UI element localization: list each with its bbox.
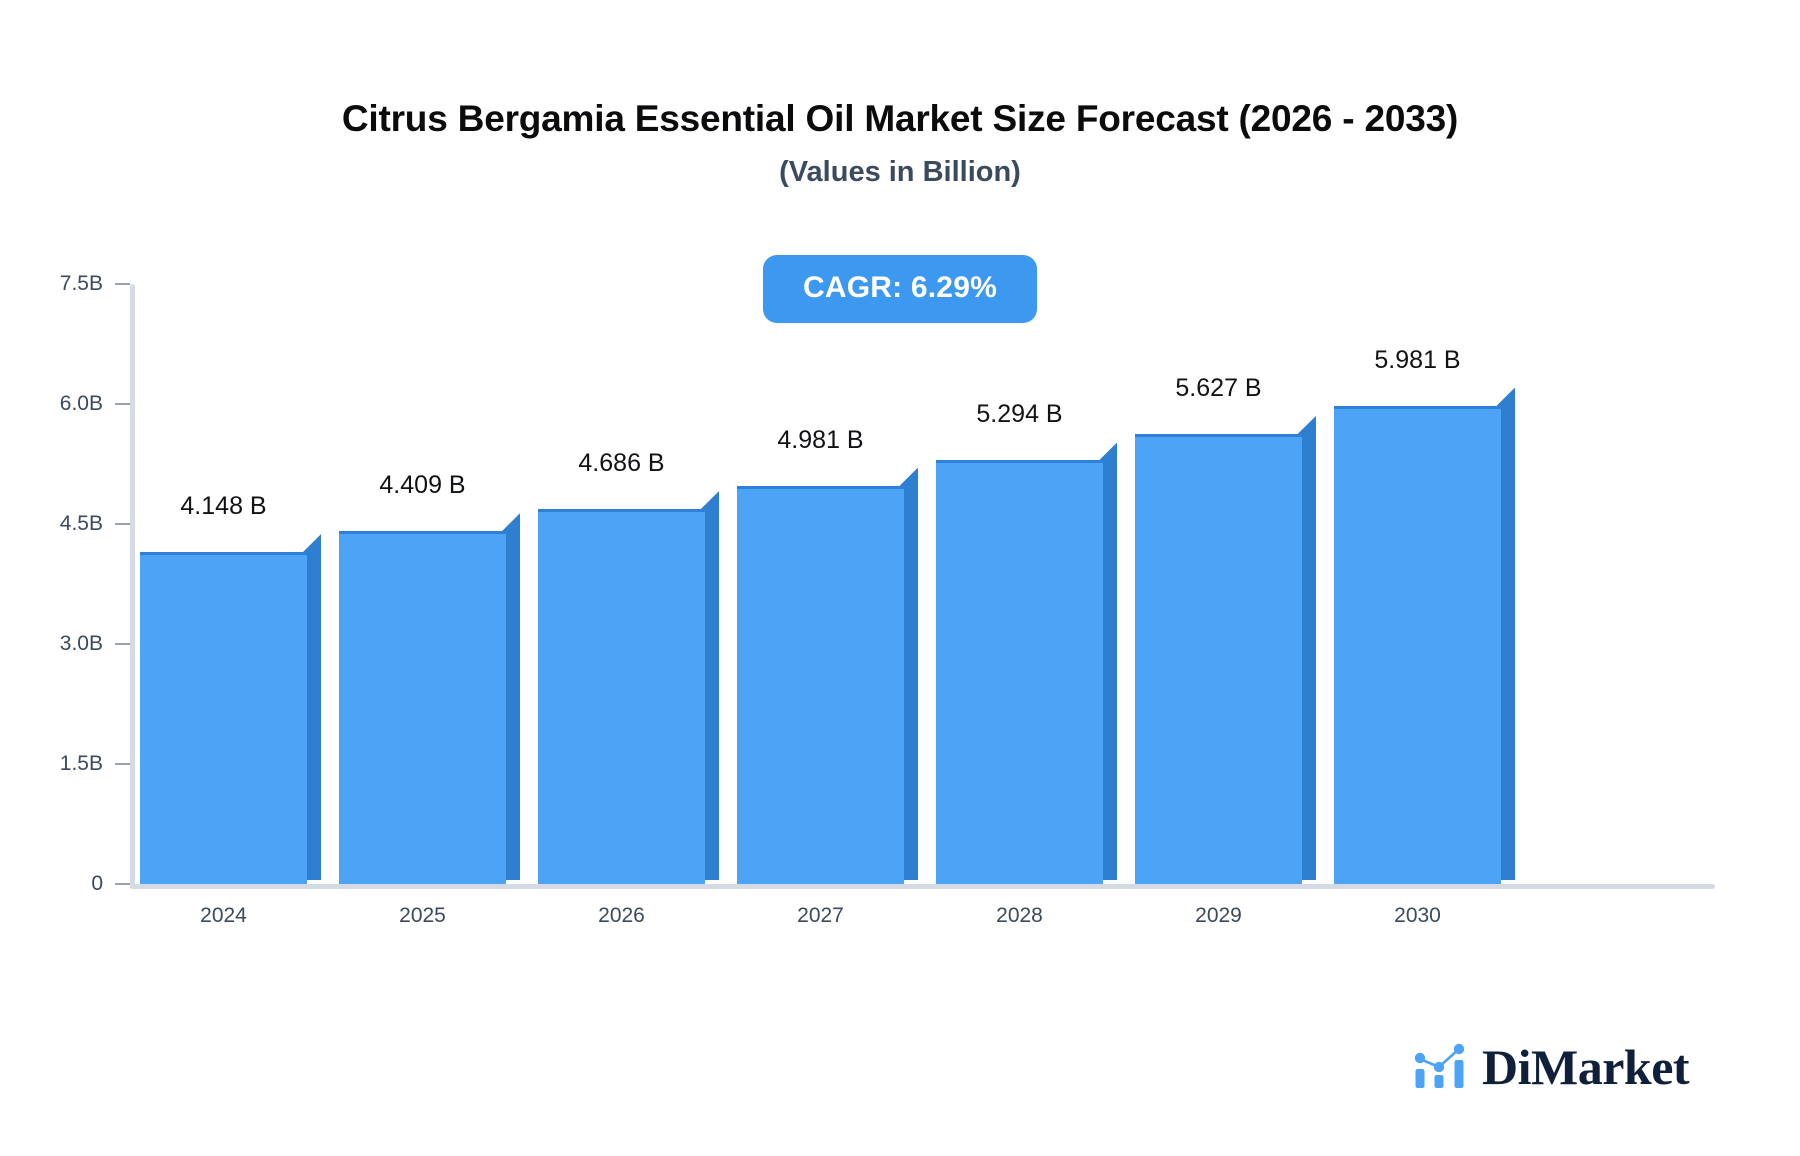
y-axis-tick-mark — [115, 283, 130, 285]
bar-value-label: 5.981 B — [1374, 345, 1461, 374]
y-axis-tick-mark — [115, 643, 130, 645]
y-axis-tick-label: 4.5B — [59, 512, 103, 535]
x-axis-tick-label: 2027 — [797, 904, 844, 927]
bar-front-face[interactable] — [140, 552, 307, 884]
y-axis-tick-label: 6.0B — [59, 392, 103, 415]
bar-side-face — [1298, 415, 1316, 880]
y-axis-line — [130, 284, 135, 889]
y-axis-tick-mark — [115, 883, 130, 885]
bar-front-face[interactable] — [1334, 405, 1501, 884]
y-axis-tick-mark — [115, 403, 130, 405]
bar-front-face[interactable] — [1135, 433, 1302, 884]
bar-side-face — [1099, 442, 1117, 880]
y-axis-tick-label: 0 — [91, 872, 103, 895]
bar-value-label: 4.686 B — [578, 449, 665, 478]
y-axis-tick: 0 — [91, 872, 130, 895]
bar-side-face — [303, 534, 321, 880]
bar-value-label: 4.981 B — [777, 425, 864, 454]
y-axis-tick: 3.0B — [59, 632, 130, 655]
bar-value-label: 5.294 B — [976, 400, 1063, 429]
chart-header: Citrus Bergamia Essential Oil Market Siz… — [0, 96, 1800, 192]
y-axis-tick-mark — [115, 523, 130, 525]
y-axis-tick: 6.0B — [59, 392, 130, 415]
x-axis-tick-label: 2025 — [399, 904, 446, 927]
bar-front-face[interactable] — [538, 509, 705, 884]
logo-text: DiMarket — [1482, 1038, 1690, 1095]
y-axis-tick: 4.5B — [59, 512, 130, 535]
x-axis-tick-label: 2024 — [200, 904, 247, 927]
y-axis-tick: 1.5B — [59, 752, 130, 775]
x-axis-tick-label: 2028 — [996, 904, 1043, 927]
y-axis-tick-mark — [115, 763, 130, 765]
bar-front-face[interactable] — [936, 460, 1103, 884]
y-axis-tick-label: 1.5B — [59, 752, 103, 775]
bar-side-face — [701, 491, 719, 880]
bar-side-face — [900, 467, 918, 880]
chart-subtitle: (Values in Billion) — [779, 156, 1021, 188]
bar-chart-icon — [1412, 1038, 1468, 1095]
page-title: Citrus Bergamia Essential Oil Market Siz… — [341, 98, 1459, 139]
x-axis-line — [130, 884, 1715, 889]
y-axis-tick: 7.5B — [59, 272, 130, 295]
y-axis: 0 1.5B 3.0B 4.5B 6.0B 7.5B — [0, 0, 130, 1156]
bar-front-face[interactable] — [737, 485, 904, 884]
bar-value-label: 4.148 B — [180, 492, 267, 521]
bar-side-face — [1497, 387, 1515, 880]
x-axis-tick-label: 2026 — [598, 904, 645, 927]
y-axis-tick-label: 7.5B — [59, 272, 103, 295]
dimarket-logo: DiMarket — [1412, 1038, 1690, 1095]
x-axis-tick-label: 2030 — [1394, 904, 1441, 927]
y-axis-tick-label: 3.0B — [59, 632, 103, 655]
bar-side-face — [502, 513, 520, 880]
bar-front-face[interactable] — [339, 531, 506, 884]
x-axis-tick-label: 2029 — [1195, 904, 1242, 927]
bar-value-label: 5.627 B — [1175, 373, 1262, 402]
bar-value-label: 4.409 B — [379, 471, 466, 500]
